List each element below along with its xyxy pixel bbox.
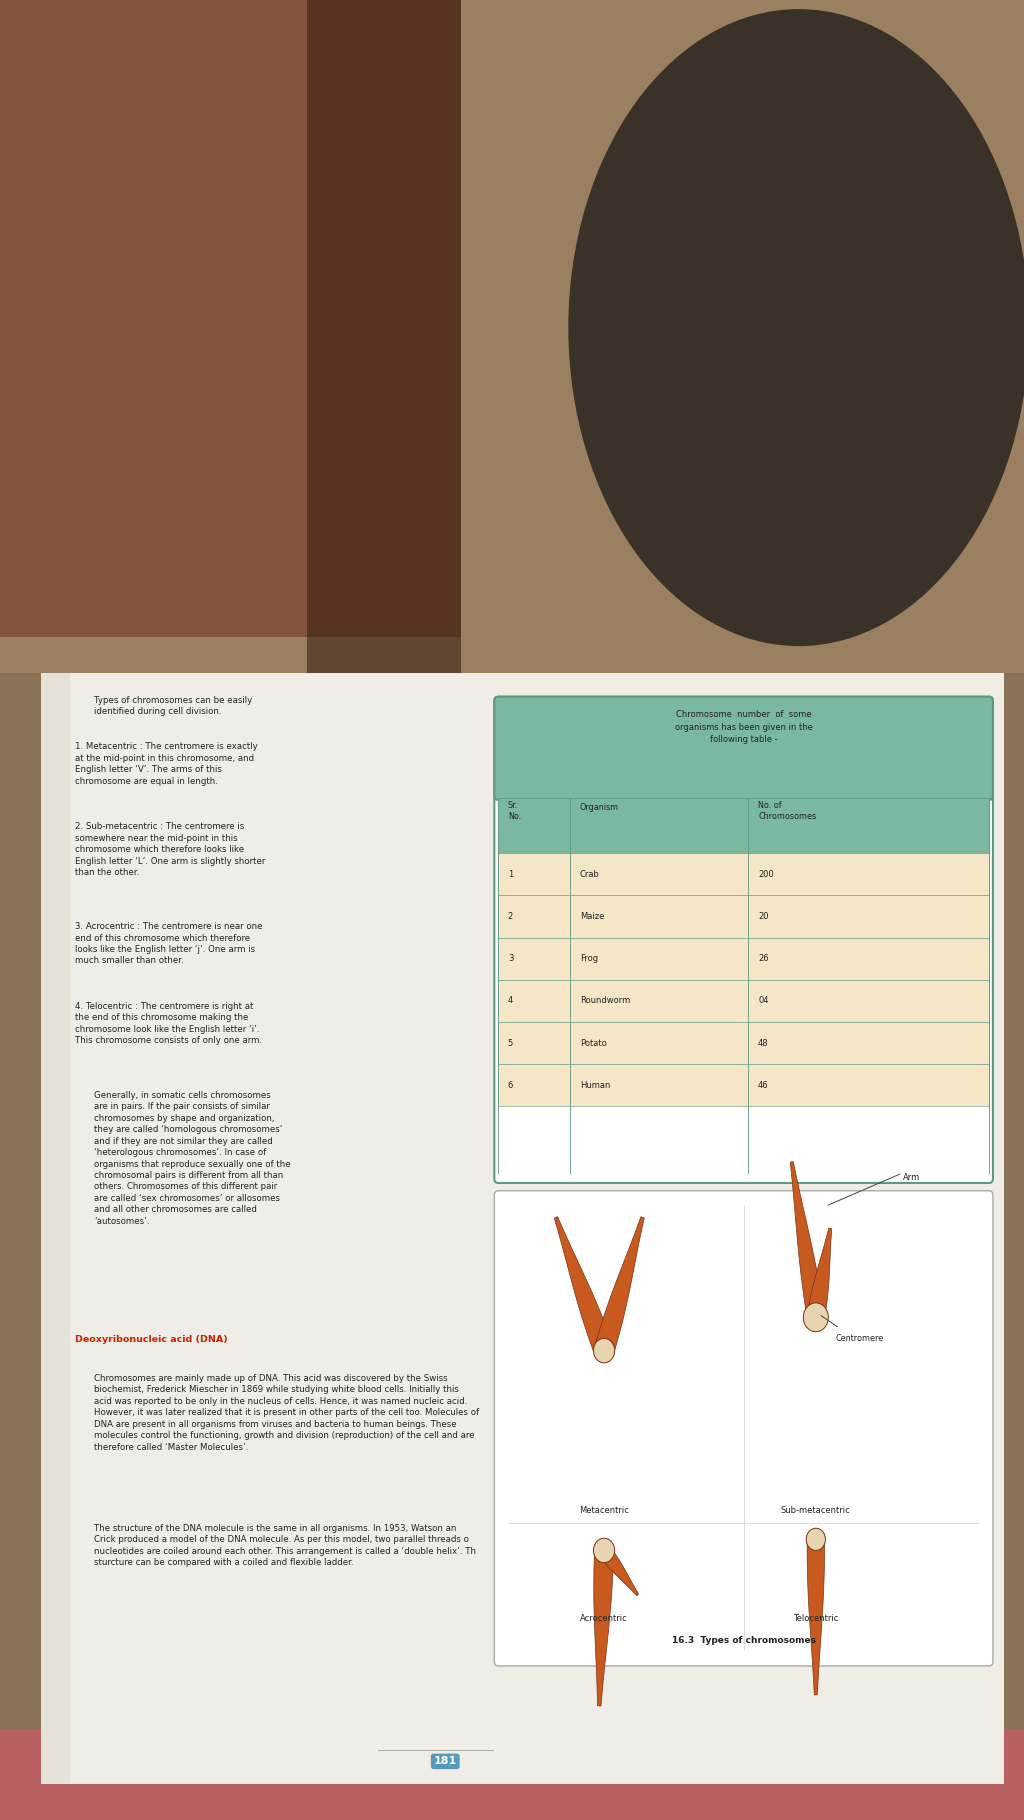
Bar: [498, 895, 989, 937]
Ellipse shape: [594, 1338, 614, 1363]
Text: 200: 200: [758, 870, 774, 879]
Text: Organism: Organism: [580, 803, 620, 812]
FancyBboxPatch shape: [495, 1190, 993, 1665]
Text: 3. Acrocentric : The centromere is near one
end of this chromosome which therefo: 3. Acrocentric : The centromere is near …: [75, 923, 262, 965]
Ellipse shape: [806, 1529, 825, 1551]
Text: Chromosome  number  of  some
organisms has been given in the
following table -: Chromosome number of some organisms has …: [675, 710, 813, 744]
Bar: [498, 937, 989, 979]
Text: 181: 181: [433, 1756, 457, 1767]
Bar: [0, 1729, 1024, 1820]
Text: Types of chromosomes can be easily
identified during cell division.: Types of chromosomes can be easily ident…: [94, 695, 252, 715]
Ellipse shape: [803, 1303, 828, 1332]
Text: Arm: Arm: [902, 1174, 920, 1181]
Text: The structure of the DNA molecule is the same in all organisms. In 1953, Watson : The structure of the DNA molecule is the…: [94, 1523, 476, 1567]
FancyBboxPatch shape: [495, 697, 993, 1183]
Bar: [498, 1023, 989, 1065]
Text: 16.3  Types of chromosomes: 16.3 Types of chromosomes: [672, 1636, 816, 1645]
Text: Metacentric: Metacentric: [580, 1507, 629, 1514]
Polygon shape: [807, 1540, 824, 1694]
Text: 3: 3: [508, 954, 513, 963]
Text: 2. Sub-metacentric : The centromere is
somewhere near the mid-point in this
chro: 2. Sub-metacentric : The centromere is s…: [75, 823, 265, 877]
Text: No. of
Chromosomes: No. of Chromosomes: [758, 801, 816, 821]
Bar: [498, 854, 989, 895]
Bar: [498, 979, 989, 1023]
Text: Maize: Maize: [580, 912, 604, 921]
Text: Chromosomes are mainly made up of DNA. This acid was discovered by the Swiss
bio: Chromosomes are mainly made up of DNA. T…: [94, 1374, 479, 1452]
Text: Potato: Potato: [580, 1039, 607, 1048]
Polygon shape: [807, 1228, 831, 1319]
Text: Roundworm: Roundworm: [580, 996, 630, 1005]
Text: 6: 6: [508, 1081, 513, 1090]
Text: Telocentric: Telocentric: [794, 1614, 839, 1623]
Text: Deoxyribonucleic acid (DNA): Deoxyribonucleic acid (DNA): [75, 1336, 227, 1345]
Text: 26: 26: [758, 954, 769, 963]
Text: 4. Telocentric : The centromere is right at
the end of this chromosome making th: 4. Telocentric : The centromere is right…: [75, 1003, 262, 1045]
Bar: [498, 797, 989, 854]
Ellipse shape: [568, 9, 1024, 646]
Text: Sr.
No.: Sr. No.: [508, 801, 521, 821]
Bar: [498, 1065, 989, 1107]
Text: 4: 4: [508, 996, 513, 1005]
Text: Sub-metacentric: Sub-metacentric: [781, 1507, 851, 1514]
Text: 46: 46: [758, 1081, 769, 1090]
Bar: [498, 701, 989, 795]
Polygon shape: [554, 1216, 613, 1356]
Polygon shape: [599, 1545, 639, 1596]
Ellipse shape: [594, 1538, 614, 1563]
FancyBboxPatch shape: [495, 697, 993, 801]
Polygon shape: [791, 1161, 824, 1320]
Text: 1. Metacentric : The centromere is exactly
at the mid-point in this chromosome, : 1. Metacentric : The centromere is exact…: [75, 743, 257, 786]
Text: 04: 04: [758, 996, 769, 1005]
Polygon shape: [594, 1551, 613, 1705]
Text: Frog: Frog: [580, 954, 598, 963]
Polygon shape: [595, 1218, 644, 1354]
Text: 5: 5: [508, 1039, 513, 1048]
Bar: [0, 0, 461, 637]
Text: Human: Human: [580, 1081, 610, 1090]
Text: 1: 1: [508, 870, 513, 879]
Bar: [307, 0, 461, 910]
Text: Centromere: Centromere: [836, 1334, 884, 1343]
Text: 48: 48: [758, 1039, 769, 1048]
Bar: [0, 0, 1024, 673]
Text: 20: 20: [758, 912, 769, 921]
Text: 2: 2: [508, 912, 513, 921]
Text: Generally, in somatic cells chromosomes
are in pairs. If the pair consists of si: Generally, in somatic cells chromosomes …: [94, 1090, 291, 1227]
Text: Acrocentric: Acrocentric: [581, 1614, 628, 1623]
Text: Crab: Crab: [580, 870, 600, 879]
Bar: [41, 673, 70, 1784]
